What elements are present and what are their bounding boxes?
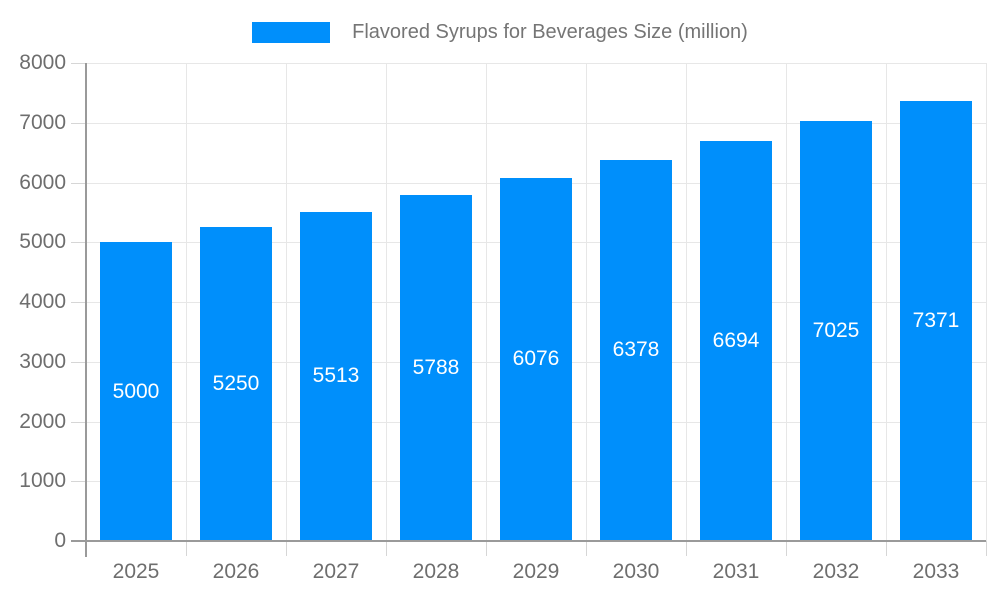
x-axis-tick [586, 541, 587, 556]
gridline-vertical [486, 63, 487, 541]
y-axis-tick [71, 122, 85, 124]
x-axis-tick [986, 541, 987, 556]
y-axis-line [85, 63, 87, 557]
x-axis-label: 2027 [312, 560, 360, 583]
y-axis-tick [71, 302, 85, 303]
x-axis-label: 2028 [412, 560, 460, 583]
bar-value-label: 7025 [812, 319, 860, 343]
y-axis-label: 1000 [19, 469, 66, 493]
bar: 5788 [400, 195, 472, 541]
y-axis-tick [71, 63, 85, 64]
y-axis-tick [71, 242, 85, 244]
bar-value-label: 5513 [312, 364, 360, 388]
bar-value-label: 6378 [612, 338, 660, 362]
gridline-vertical [686, 63, 687, 541]
x-axis-line [71, 540, 986, 542]
x-axis-label: 2033 [912, 560, 960, 583]
x-axis-tick [286, 541, 287, 556]
bar-value-label: 5000 [112, 379, 160, 403]
gridline-vertical [286, 63, 287, 541]
x-axis-label: 2025 [112, 560, 160, 583]
gridline-vertical [886, 63, 887, 541]
gridline-vertical [586, 63, 587, 541]
bar: 7371 [900, 100, 972, 541]
gridline-horizontal [86, 63, 986, 64]
gridline-vertical [786, 63, 787, 541]
bar: 5250 [200, 227, 272, 541]
y-axis-label: 0 [54, 529, 66, 552]
bar-value-label: 7371 [912, 308, 960, 332]
bar: 6378 [600, 159, 672, 541]
y-axis-label: 2000 [19, 409, 66, 433]
bar: 6076 [500, 177, 572, 541]
y-axis-label: 3000 [19, 349, 66, 373]
x-axis-tick [786, 541, 787, 556]
x-axis-tick [686, 541, 687, 556]
y-axis-tick [71, 481, 85, 483]
x-axis-tick [886, 541, 887, 556]
x-axis-label: 2026 [212, 560, 260, 583]
y-axis-tick [71, 182, 85, 184]
bar: 6694 [700, 141, 772, 541]
x-axis-label: 2030 [612, 560, 660, 583]
y-axis-label: 6000 [19, 170, 66, 194]
chart-legend: Flavored Syrups for Beverages Size (mill… [0, 21, 1000, 44]
gridline-vertical [186, 63, 187, 541]
x-axis-tick [486, 541, 487, 556]
y-axis-label: 5000 [19, 230, 66, 254]
gridline-vertical [386, 63, 387, 541]
y-axis-label: 7000 [19, 110, 66, 134]
x-axis-label: 2029 [512, 560, 560, 583]
bar-value-label: 6694 [712, 329, 760, 352]
x-axis-label: 2032 [812, 560, 860, 583]
legend-swatch [252, 22, 331, 43]
x-axis-tick [186, 541, 187, 556]
legend-label: Flavored Syrups for Beverages Size (mill… [352, 21, 748, 43]
bar-value-label: 6076 [512, 347, 560, 371]
y-axis-label: 4000 [19, 290, 66, 313]
y-axis-tick [71, 361, 85, 363]
x-axis-tick [386, 541, 387, 556]
bar: 5000 [100, 242, 172, 541]
bar: 5513 [300, 211, 372, 541]
x-axis-label: 2031 [712, 560, 760, 583]
gridline-vertical [986, 63, 987, 541]
y-axis-tick [71, 421, 85, 423]
y-axis-label: 8000 [19, 51, 66, 74]
bar: 7025 [800, 121, 872, 541]
gridline-horizontal [86, 122, 986, 124]
bar-value-label: 5250 [212, 372, 260, 396]
bar-value-label: 5788 [412, 356, 460, 380]
